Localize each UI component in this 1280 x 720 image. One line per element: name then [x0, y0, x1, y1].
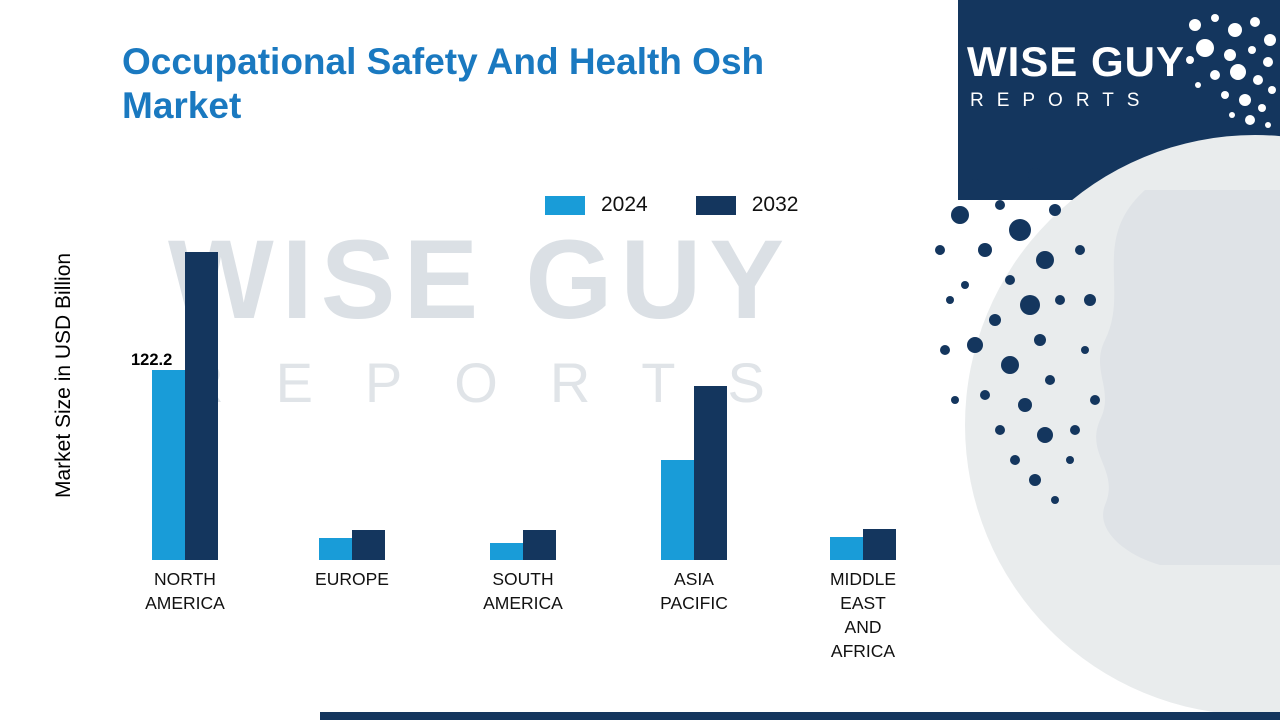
category-label-europe: EUROPE	[315, 569, 389, 589]
legend-swatch-2032	[695, 195, 736, 215]
category-label-north-america: NORTH AMERICA	[145, 569, 225, 614]
bar-2032-asia-pacific	[694, 386, 727, 560]
bar-2032-south-america	[523, 530, 556, 560]
watermark: WISE GUY REPORTS	[95, 215, 865, 415]
category-label-asia-pacific: ASIA PACIFIC	[660, 569, 728, 614]
category-label-middle-east-and-africa: MIDDLE EAST AND AFRICA	[829, 569, 897, 662]
bar-group-north-america	[152, 252, 218, 560]
data-label-north-america-2024: 122.2	[131, 351, 173, 369]
brand-logo: WISE GUY REPORTS	[967, 38, 1185, 112]
legend-swatch-2024	[545, 195, 585, 215]
legend-label-2032: 2032	[751, 193, 799, 216]
footer-strip	[320, 712, 1280, 720]
bar-2024-south-america	[490, 543, 523, 560]
legend-item-2032: 2032	[695, 193, 799, 217]
y-axis-label: Market Size in USD Billion	[52, 252, 75, 498]
brand-logo-wordmark: WISE GUY	[966, 38, 1185, 85]
bar-2032-europe	[352, 530, 385, 560]
bar-group-asia-pacific	[661, 386, 727, 560]
bar-2032-north-america	[185, 252, 218, 560]
bar-2024-europe	[319, 538, 352, 560]
page-title: Occupational Safety And Health Osh Marke…	[122, 41, 765, 126]
watermark-line1: WISE GUY	[167, 217, 793, 342]
category-label-south-america: SOUTH AMERICA	[483, 569, 563, 614]
legend-item-2024: 2024	[545, 193, 648, 217]
bar-2024-north-america	[152, 370, 185, 560]
brand-logo-subtext: REPORTS	[969, 90, 1153, 111]
bar-group-europe	[319, 530, 385, 560]
watermark-line2: REPORTS	[183, 351, 817, 414]
bar-group-south-america	[490, 530, 556, 560]
legend-label-2024: 2024	[601, 193, 648, 216]
bar-group-middle-east-and-africa	[830, 529, 896, 560]
bar-2024-asia-pacific	[661, 460, 694, 560]
bar-2024-middle-east-and-africa	[830, 537, 863, 560]
bar-2032-middle-east-and-africa	[863, 529, 896, 560]
chart-legend: 2024 2032	[545, 193, 798, 217]
